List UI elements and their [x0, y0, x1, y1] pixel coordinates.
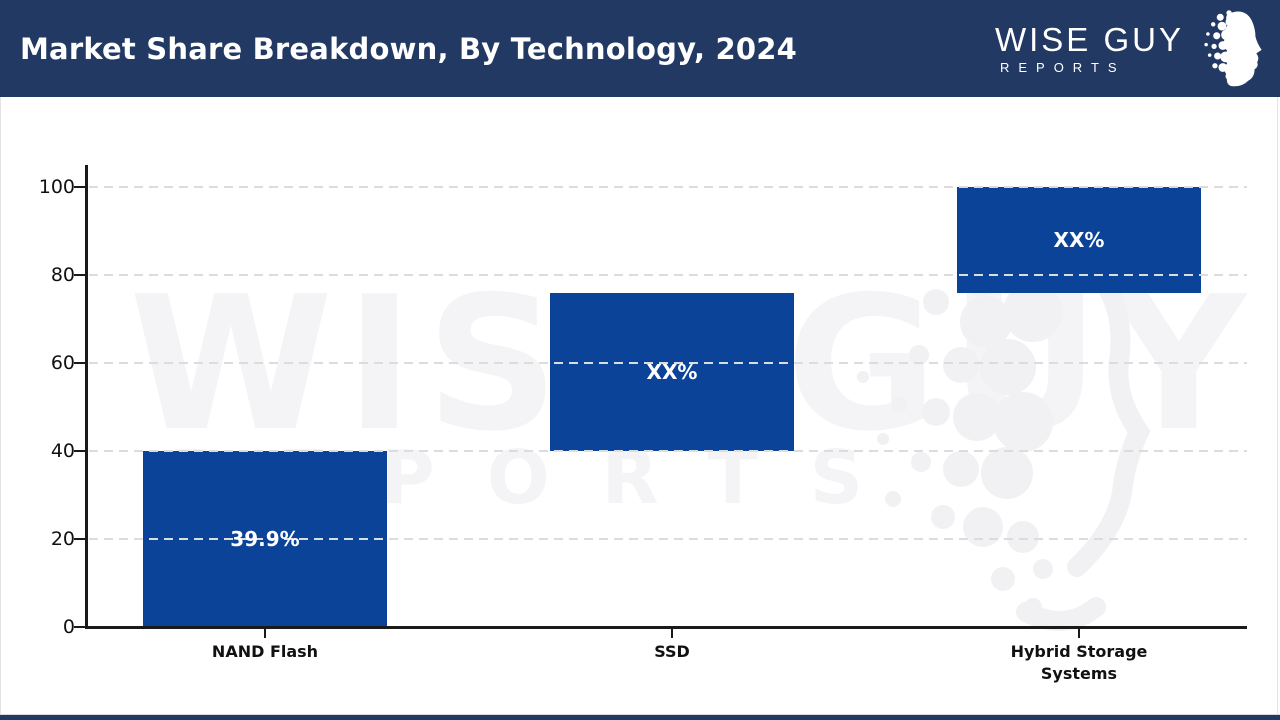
header-bar: Market Share Breakdown, By Technology, 2…	[0, 0, 1280, 97]
bar-value-label: 39.9%	[230, 527, 300, 552]
gridline-100	[89, 186, 1247, 188]
y-tick-mark	[74, 450, 86, 452]
footer-divider	[0, 714, 1280, 715]
y-tick-label: 40	[50, 440, 75, 462]
y-tick-label: 60	[50, 352, 75, 374]
x-tick-mark	[671, 629, 673, 638]
logo-wordmark: WISE GUY REPORTS	[995, 23, 1184, 75]
chart-card: WISE GUY REPORTS 0 20 40 60 80 100 39.9% XX% XX%…	[0, 97, 1278, 714]
bar-value-label: XX%	[646, 360, 698, 385]
logo-subtext: REPORTS	[999, 60, 1126, 75]
x-tick-label-3: Hybrid Storage Systems	[1010, 642, 1148, 683]
x-axis-spine	[85, 626, 1247, 629]
x-tick-label-2: SSD	[654, 642, 690, 661]
y-axis-spine	[85, 165, 88, 629]
x-tick-mark	[264, 629, 266, 638]
logo-wordmark-text: WISE GUY	[994, 21, 1184, 58]
y-tick-label: 0	[62, 616, 75, 638]
brand-logo: WISE GUY REPORTS	[995, 6, 1266, 92]
y-tick-mark	[74, 538, 86, 540]
y-tick-mark	[74, 362, 86, 364]
footer-bar	[0, 715, 1280, 720]
logo-face-icon	[1204, 10, 1262, 87]
y-tick-label: 80	[50, 264, 75, 286]
y-tick-label: 100	[38, 176, 75, 198]
gridline-40	[89, 450, 1247, 452]
y-tick-label: 20	[50, 528, 75, 550]
gridline-60	[89, 362, 1247, 364]
y-tick-mark	[74, 186, 86, 188]
gridline-80	[89, 274, 1247, 276]
x-tick-label-1: NAND Flash	[211, 642, 319, 661]
y-tick-mark	[74, 626, 86, 628]
gridline-20	[89, 538, 1247, 540]
bar-value-label: XX%	[1053, 228, 1105, 253]
bar-2	[550, 293, 794, 451]
x-tick-mark	[1078, 629, 1080, 638]
y-tick-mark	[74, 274, 86, 276]
page-title: Market Share Breakdown, By Technology, 2…	[20, 31, 798, 66]
